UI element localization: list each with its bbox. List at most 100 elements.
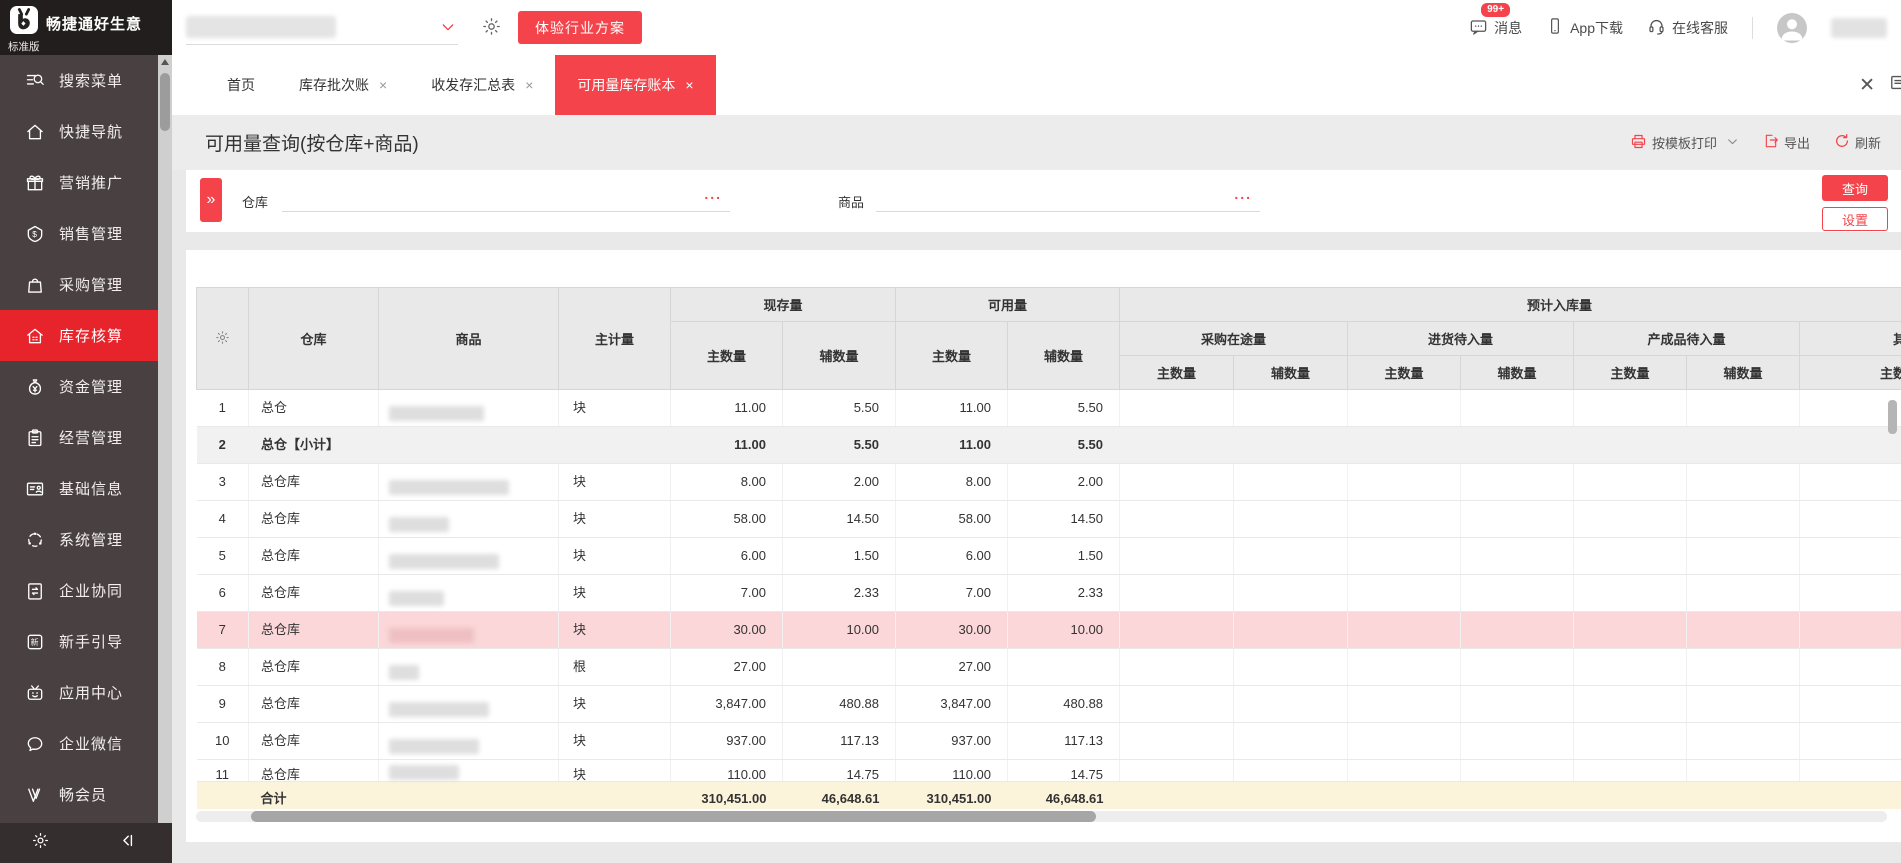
close-tab-icon[interactable]: × bbox=[379, 77, 388, 93]
tab-2[interactable]: 库存批次账 × bbox=[277, 55, 409, 115]
warehouse-filter-input[interactable]: ... bbox=[282, 184, 730, 212]
table-row[interactable]: 10 总仓库块 937.00 117.13 937.00 117.13 bbox=[196, 722, 1901, 760]
cell-available-main-qty: 30.00 bbox=[895, 611, 1009, 649]
cell-stock-aux-qty: 2.33 bbox=[782, 574, 897, 612]
gear-icon[interactable] bbox=[482, 17, 501, 41]
brand-name: 畅捷通好生意 bbox=[46, 16, 143, 33]
trial-solution-button[interactable]: 体验行业方案 bbox=[518, 11, 642, 44]
product-picker-ellipsis[interactable]: ... bbox=[1234, 186, 1252, 202]
table-row[interactable]: 9 总仓库块 3,847.00 480.88 3,847.00 480.88 bbox=[196, 685, 1901, 723]
cell-expected-empty bbox=[1799, 463, 1901, 501]
table-row[interactable]: 11 总仓库块 110.00 14.75 110.00 14.75 bbox=[196, 759, 1901, 782]
total-stock-aux-qty: 46,648.61 bbox=[782, 781, 896, 809]
sidebar-item-purchase[interactable]: 采购管理 bbox=[0, 259, 158, 310]
export-button[interactable]: 导出 bbox=[1763, 133, 1810, 152]
tab-label: 库存批次账 bbox=[299, 77, 369, 93]
table-horizontal-scrollbar-thumb[interactable] bbox=[251, 811, 1096, 822]
sidebar-collapse-icon[interactable] bbox=[119, 832, 136, 854]
header-aux-qty: 辅数量 bbox=[1460, 355, 1575, 390]
refresh-button[interactable]: 刷新 bbox=[1834, 133, 1881, 152]
cell-expected-empty bbox=[1347, 389, 1462, 427]
sidebar-item-base-info[interactable]: 基础信息 bbox=[0, 463, 158, 514]
sidebar-item-wecom[interactable]: 企业微信 bbox=[0, 718, 158, 769]
chevron-down-icon[interactable] bbox=[440, 19, 456, 40]
cell-expected-empty bbox=[1799, 426, 1901, 464]
sidebar-item-system[interactable]: 系统管理 bbox=[0, 514, 158, 565]
cell-stock-main-qty: 11.00 bbox=[670, 426, 783, 464]
cell-product-redacted bbox=[378, 537, 559, 575]
sidebar-item-app-center[interactable]: 应用中心 bbox=[0, 667, 158, 718]
sidebar-item-label: 新手引导 bbox=[59, 634, 124, 651]
cell-row-index: 11 bbox=[196, 759, 249, 782]
cell-expected-empty bbox=[1573, 426, 1688, 464]
online-service-item[interactable]: 在线客服 bbox=[1647, 17, 1728, 39]
scroll-up-arrow-icon[interactable] bbox=[161, 59, 169, 65]
avatar[interactable] bbox=[1777, 12, 1807, 43]
column-settings-gear-icon[interactable] bbox=[196, 287, 249, 390]
cell-expected-empty bbox=[1799, 500, 1901, 538]
tab-3[interactable]: 收发存汇总表 × bbox=[409, 55, 555, 115]
table-row[interactable]: 2 总仓【小计】 11.00 5.50 11.00 5.50 bbox=[196, 426, 1901, 464]
close-tab-icon[interactable]: × bbox=[525, 77, 534, 93]
sidebar-item-operations[interactable]: 经营管理 bbox=[0, 412, 158, 463]
sidebar-item-quick-nav[interactable]: 快捷导航 bbox=[0, 106, 158, 157]
cell-expected-empty bbox=[1233, 537, 1349, 575]
table-row[interactable]: 1 总仓块 11.00 5.50 11.00 5.50 bbox=[196, 389, 1901, 427]
sidebar-item-inventory[interactable]: 库存核算 bbox=[0, 310, 158, 361]
cell-stock-main-qty: 30.00 bbox=[670, 611, 783, 649]
warehouse-picker-ellipsis[interactable]: ... bbox=[704, 186, 722, 202]
sidebar-scrollbar[interactable] bbox=[158, 55, 172, 823]
header-main-qty: 主数量 bbox=[1347, 355, 1462, 390]
settings-button[interactable]: 设置 bbox=[1822, 207, 1888, 231]
sidebar-item-marketing[interactable]: 营销推广 bbox=[0, 157, 158, 208]
close-tab-icon[interactable]: × bbox=[685, 77, 694, 93]
header-main-qty: 主数量 bbox=[670, 321, 783, 390]
sidebar-item-sales[interactable]: $ 销售管理 bbox=[0, 208, 158, 259]
print-by-template-button[interactable]: 按模板打印 bbox=[1630, 133, 1739, 153]
cell-available-aux-qty: 2.33 bbox=[1007, 574, 1121, 612]
tab-list-icon[interactable] bbox=[1889, 73, 1901, 97]
cell-expected-empty bbox=[1460, 574, 1575, 612]
cell-row-index: 1 bbox=[196, 389, 249, 427]
table-row[interactable]: 8 总仓库根 27.00 27.00 bbox=[196, 648, 1901, 686]
header-main-qty: 主数量 bbox=[1119, 355, 1235, 390]
sidebar-item-label: 基础信息 bbox=[59, 481, 124, 498]
cell-warehouse: 总仓库 bbox=[248, 722, 379, 760]
table-row[interactable]: 6 总仓库块 7.00 2.33 7.00 2.33 bbox=[196, 574, 1901, 612]
company-name-redacted[interactable] bbox=[186, 16, 336, 38]
filter-expander-button[interactable]: » bbox=[200, 178, 222, 222]
table-horizontal-scrollbar[interactable] bbox=[196, 811, 1887, 822]
sidebar-item-collaboration[interactable]: 企业协同 bbox=[0, 565, 158, 616]
tab-1[interactable]: 首页 bbox=[205, 55, 277, 115]
printer-icon bbox=[1630, 133, 1647, 153]
cell-product-redacted bbox=[378, 500, 559, 538]
table-row[interactable]: 5 总仓库块 6.00 1.50 6.00 1.50 bbox=[196, 537, 1901, 575]
messages-item[interactable]: 99+ 消息 bbox=[1469, 0, 1522, 39]
availability-table: 仓库 商品 主计量 现存量 可用量 预计入库量 主数量 辅数量 主数量 辅数量 采购在途量 进货待入量… bbox=[196, 287, 1901, 809]
sidebar-item-funds[interactable]: 资金管理 bbox=[0, 361, 158, 412]
sidebar-item-newbie-guide[interactable]: 新 新手引导 bbox=[0, 616, 158, 667]
close-icon[interactable]: ✕ bbox=[1859, 74, 1875, 96]
total-stock-main-qty: 310,451.00 bbox=[670, 781, 783, 809]
header-subgroup-incoming: 进货待入量 bbox=[1347, 321, 1575, 356]
cell-expected-empty bbox=[1799, 537, 1901, 575]
table-vertical-scrollbar-thumb[interactable] bbox=[1888, 400, 1897, 434]
app-download-item[interactable]: App下载 bbox=[1546, 17, 1623, 38]
cell-expected-empty bbox=[1686, 389, 1801, 427]
cell-expected-empty bbox=[1460, 685, 1575, 723]
sidebar-item-member[interactable]: 畅会员 bbox=[0, 769, 158, 820]
tab-4[interactable]: 可用量库存账本 × bbox=[555, 55, 716, 115]
sidebar-item-search-menu[interactable]: 搜索菜单 bbox=[0, 55, 158, 106]
warehouse-filter-label: 仓库 bbox=[242, 195, 269, 210]
svg-text:$: $ bbox=[32, 228, 37, 238]
query-button[interactable]: 查询 bbox=[1822, 175, 1888, 201]
table-row[interactable]: 4 总仓库块 58.00 14.50 58.00 14.50 bbox=[196, 500, 1901, 538]
table-row[interactable]: 3 总仓库块 8.00 2.00 8.00 2.00 bbox=[196, 463, 1901, 501]
sidebar-scrollbar-thumb[interactable] bbox=[160, 73, 170, 131]
sidebar-settings-gear-icon[interactable] bbox=[32, 832, 49, 854]
cell-stock-aux-qty: 5.50 bbox=[782, 426, 897, 464]
cell-product-redacted bbox=[378, 574, 559, 612]
table-row[interactable]: 7 总仓库块 30.00 10.00 30.00 10.00 bbox=[196, 611, 1901, 649]
cell-available-main-qty: 6.00 bbox=[895, 537, 1009, 575]
product-filter-input[interactable]: ... bbox=[876, 184, 1260, 212]
